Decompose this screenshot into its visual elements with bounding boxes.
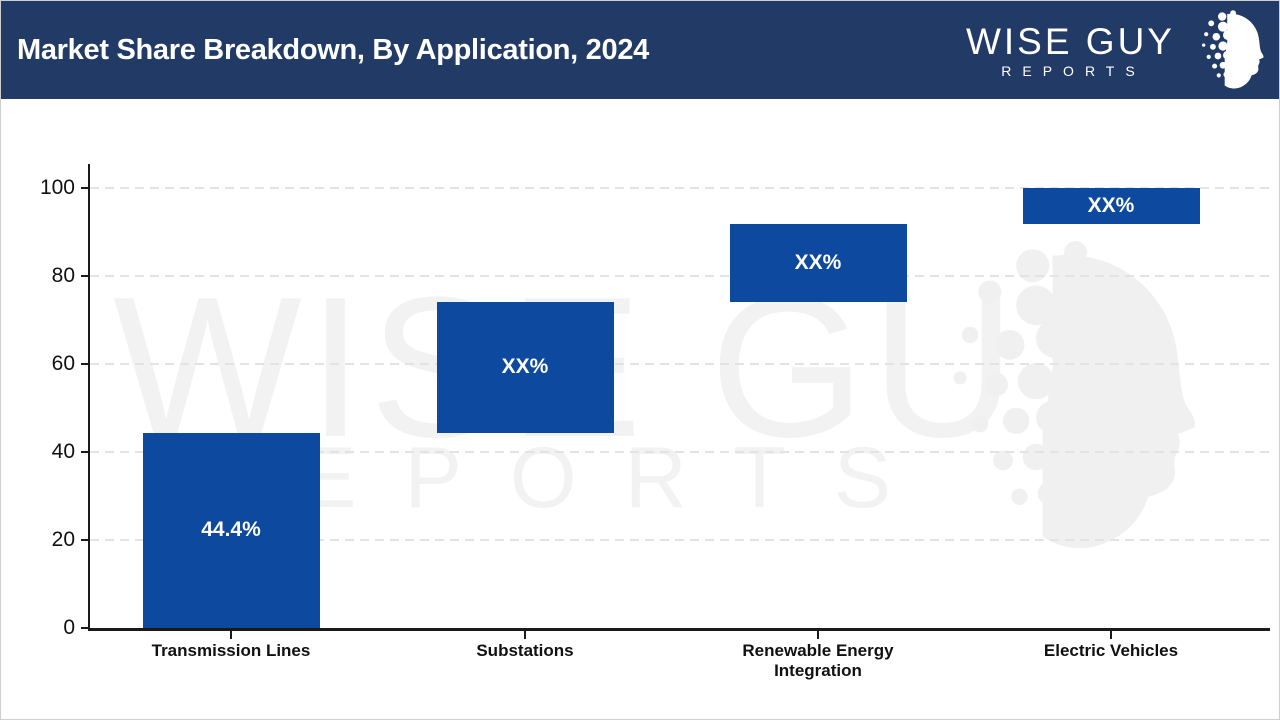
y-tick-label: 20 (51, 528, 75, 551)
x-axis-label: Electric Vehicles (1043, 641, 1179, 660)
y-tick-label: 0 (63, 616, 75, 639)
bar-value-label: XX% (501, 355, 549, 379)
x-tick-mark (524, 631, 526, 639)
bar-value-label: XX% (794, 251, 842, 275)
logo-subtext: REPORTS (1001, 62, 1146, 79)
y-tick-mark (81, 275, 90, 277)
y-tick-label: 100 (39, 176, 75, 199)
header: Market Share Breakdown, By Application, … (1, 1, 1279, 99)
gridline (90, 451, 1270, 453)
x-axis-label: Substations (476, 641, 574, 660)
x-tick-mark (230, 631, 232, 639)
gridline (90, 187, 1270, 189)
brand-logo-text: WISE GUY REPORTS (965, 21, 1175, 79)
watermark-head-icon (953, 240, 1196, 549)
y-tick-mark (81, 451, 90, 453)
y-tick-mark (81, 627, 90, 629)
logo-head-icon (1202, 10, 1264, 89)
bar: XX% (1022, 188, 1200, 225)
gridline (90, 275, 1270, 277)
page-title: Market Share Breakdown, By Application, … (17, 33, 649, 66)
gridline (90, 363, 1270, 365)
y-tick-mark (81, 539, 90, 541)
logo-wordmark: WISE GUY (965, 21, 1175, 63)
x-axis-spine (88, 628, 1270, 631)
bar: 44.4% (142, 432, 320, 628)
bar-value-label: XX% (1087, 194, 1135, 218)
x-axis-label: Renewable Energy Integration (742, 641, 894, 681)
y-tick-label: 60 (51, 352, 75, 375)
y-tick-mark (81, 187, 90, 189)
gridline (90, 539, 1270, 541)
x-axis-label: Transmission Lines (151, 641, 311, 660)
bar: XX% (729, 224, 907, 302)
x-tick-mark (1110, 631, 1112, 639)
y-axis-spine (88, 164, 90, 630)
x-tick-mark (817, 631, 819, 639)
y-tick-label: 80 (51, 264, 75, 287)
brand-logo: WISE GUY REPORTS (966, 9, 1267, 93)
bar-value-label: 44.4% (201, 518, 261, 542)
bar: XX% (436, 301, 614, 433)
y-tick-mark (81, 363, 90, 365)
y-tick-label: 40 (51, 440, 75, 463)
